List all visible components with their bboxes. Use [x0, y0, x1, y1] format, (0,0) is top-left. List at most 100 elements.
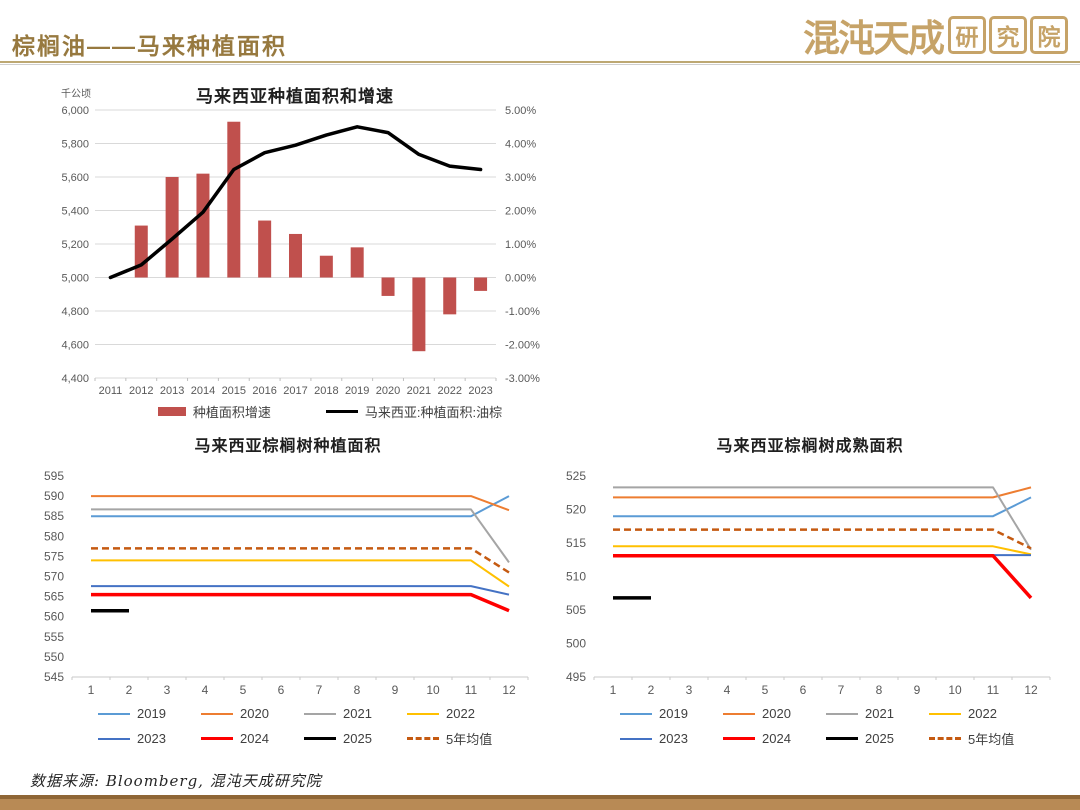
svg-text:8: 8	[354, 683, 361, 697]
svg-text:5: 5	[240, 683, 247, 697]
bar	[227, 121, 241, 278]
svg-text:525: 525	[566, 469, 586, 483]
legend-item-2020: 2020	[201, 706, 298, 721]
legend-item-5年均值: 5年均值	[929, 729, 1026, 748]
svg-text:2023: 2023	[468, 385, 492, 397]
bar	[443, 277, 457, 315]
chart-legend: 种植面积增速 马来西亚:种植面积:油棕	[110, 402, 550, 421]
svg-text:3.00%: 3.00%	[505, 172, 536, 184]
chart-title: 马来西亚棕榈树成熟面积	[716, 438, 904, 455]
series-2022	[91, 559, 510, 588]
svg-text:3: 3	[164, 683, 171, 697]
series-5年均值	[613, 528, 1032, 550]
legend-swatch	[407, 712, 439, 715]
left-axis-labels: 6,000 5,800 5,600 5,400 5,200 5,000 4,800 4,600…	[61, 105, 89, 385]
legend-label: 2023	[659, 731, 688, 746]
series-2020	[91, 495, 510, 512]
svg-text:565: 565	[44, 590, 64, 604]
x-axis-labels: 1 2 3 4 5 6 7 8 9 10 11 12	[610, 683, 1038, 697]
svg-text:2015: 2015	[222, 385, 246, 397]
legend-item-5年均值: 5年均值	[407, 729, 504, 748]
legend-item-2020: 2020	[723, 706, 820, 721]
svg-text:3: 3	[686, 683, 693, 697]
legend-label: 马来西亚:种植面积:油棕	[364, 405, 503, 420]
chart-planted-area: 马来西亚棕榈树种植面积 595 590 585 580 575 570 565 560 555 5…	[28, 430, 548, 765]
series-5年均值	[91, 547, 510, 574]
legend-swatch	[723, 712, 755, 715]
legend-label: 2019	[137, 706, 166, 721]
svg-text:2021: 2021	[407, 385, 431, 397]
svg-text:595: 595	[44, 469, 64, 483]
logo-seal-character: 院	[1030, 16, 1068, 54]
svg-text:510: 510	[566, 570, 586, 584]
y-axis-labels: 525 520 515 510 505 500 495	[566, 469, 586, 684]
svg-text:495: 495	[566, 670, 586, 684]
svg-text:12: 12	[1024, 683, 1038, 697]
legend-swatch	[723, 736, 755, 741]
data-source-note: 数据来源: Bloomberg, 混沌天成研究院	[30, 772, 322, 790]
legend-label: 2024	[762, 731, 791, 746]
svg-text:4.00%: 4.00%	[505, 139, 536, 151]
series-2024	[91, 592, 510, 613]
legend-label: 5年均值	[446, 732, 493, 747]
svg-text:10: 10	[948, 683, 962, 697]
series-2019	[91, 495, 510, 518]
svg-text:5,400: 5,400	[61, 206, 89, 218]
svg-text:9: 9	[392, 683, 399, 697]
legend-label: 2020	[762, 706, 791, 721]
legend-label: 2022	[446, 706, 475, 721]
svg-text:6: 6	[278, 683, 285, 697]
legend-swatch	[157, 407, 186, 416]
x-axis-ticks	[71, 677, 529, 680]
svg-text:4: 4	[724, 683, 731, 697]
series-2021	[613, 486, 1032, 551]
chart-area-and-growth: 千公顷 马来西亚种植面积和增速 6,000 5,800 5,600 5,400 5,20…	[55, 84, 615, 436]
chart-legend: 2019 2020 2021 2022 2023 2024 2025 5年均值	[98, 706, 504, 748]
svg-text:4,800: 4,800	[61, 306, 89, 318]
line-series	[108, 125, 483, 280]
chart-title: 马来西亚棕榈树种植面积	[194, 438, 382, 455]
svg-text:11: 11	[987, 683, 1000, 697]
x-axis-labels: 2011 2012 2013 2014 2015 2016 2017 2018 2019 2020…	[99, 385, 493, 397]
x-axis-ticks	[593, 677, 1051, 680]
legend-item-2022: 2022	[407, 706, 504, 721]
svg-text:-3.00%: -3.00%	[505, 373, 540, 385]
gridlines	[95, 109, 496, 379]
svg-text:0.00%: 0.00%	[505, 273, 536, 285]
bar	[165, 177, 179, 278]
legend-label: 2025	[865, 731, 894, 746]
legend-swatch	[201, 712, 233, 715]
legend-swatch	[325, 409, 358, 414]
bar	[381, 277, 395, 296]
legend-item-2019: 2019	[98, 706, 195, 721]
svg-text:2017: 2017	[283, 385, 307, 397]
svg-text:5: 5	[762, 683, 769, 697]
svg-text:5,800: 5,800	[61, 139, 89, 151]
legend-item-2024: 2024	[201, 729, 298, 748]
legend-label: 2020	[240, 706, 269, 721]
header-divider	[0, 61, 1080, 65]
series-2021	[91, 508, 510, 563]
svg-text:585: 585	[44, 509, 64, 523]
svg-text:570: 570	[44, 570, 64, 584]
logo-seal-character: 研	[948, 16, 986, 54]
svg-text:590: 590	[44, 489, 64, 503]
legend-swatch	[826, 736, 858, 741]
legend-item-2019: 2019	[620, 706, 717, 721]
svg-text:5,000: 5,000	[61, 273, 89, 285]
svg-text:1.00%: 1.00%	[505, 239, 536, 251]
bar	[350, 247, 364, 278]
legend-item-2023: 2023	[98, 729, 195, 748]
legend-item-马来西亚:种植面积:油棕: 马来西亚:种植面积:油棕	[325, 402, 503, 421]
svg-text:555: 555	[44, 630, 64, 644]
legend-label: 2019	[659, 706, 688, 721]
legend-item-2025: 2025	[304, 729, 401, 748]
logo-seal-boxes: 研究院	[948, 16, 1068, 54]
svg-text:1: 1	[610, 683, 617, 697]
svg-text:10: 10	[426, 683, 440, 697]
svg-text:-2.00%: -2.00%	[505, 340, 540, 352]
svg-text:4,400: 4,400	[61, 373, 89, 385]
legend-label: 2024	[240, 731, 269, 746]
bar	[319, 255, 333, 278]
